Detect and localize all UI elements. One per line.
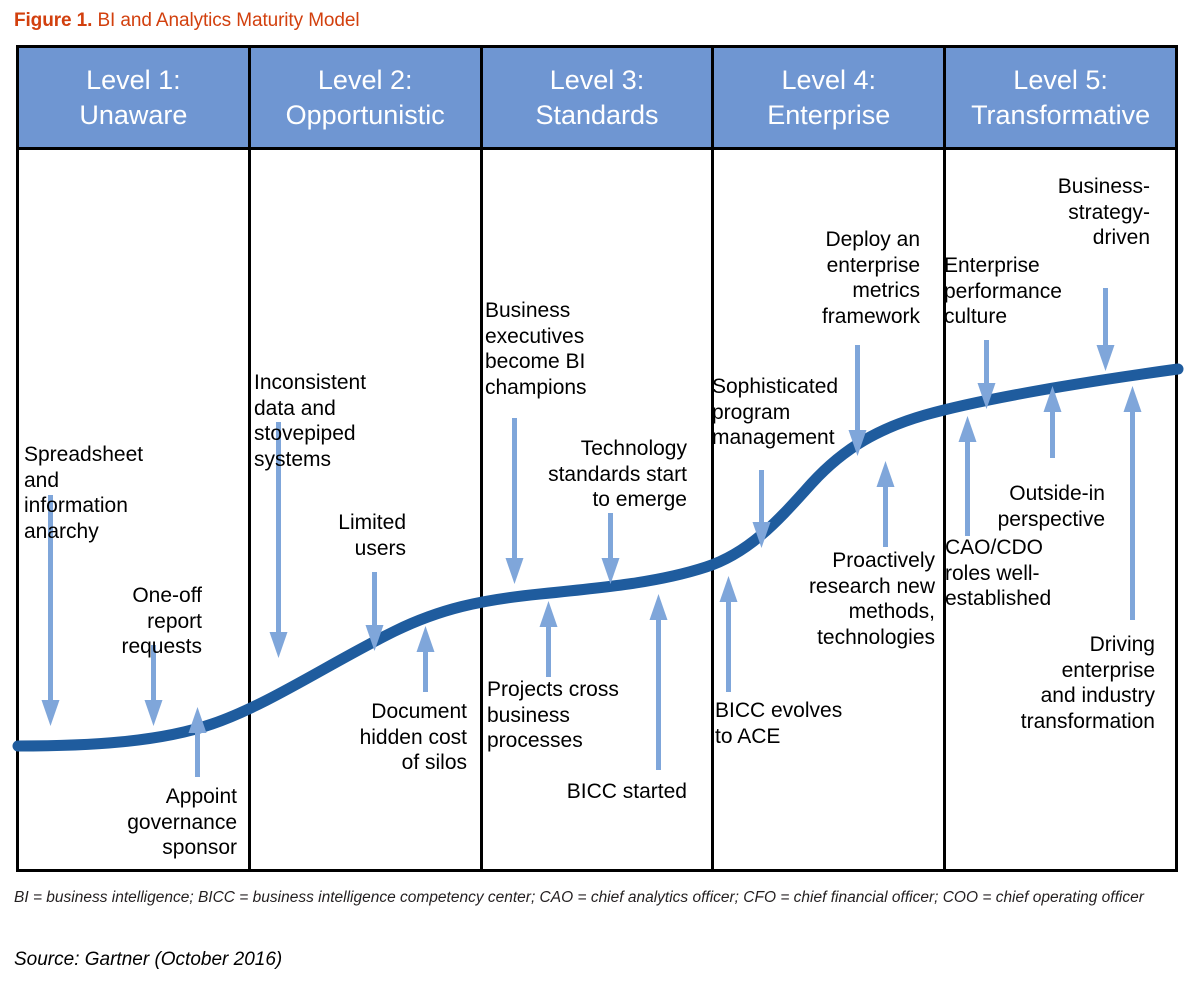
footnote-abbreviations: BI = business intelligence; BICC = busin… xyxy=(14,889,1144,906)
figure-title: Figure 1. BI and Analytics Maturity Mode… xyxy=(14,10,360,32)
source-line: Source: Gartner (October 2016) xyxy=(14,949,283,970)
callout-bicc-evolves-ace: BICC evolves to ACE xyxy=(715,699,843,748)
level-1-line1: Level 1: xyxy=(86,65,181,96)
header-cell-level-4: Level 4: Enterprise xyxy=(714,48,947,147)
callout-projects-cross-business: Projects cross business processes xyxy=(487,678,619,753)
figure-number: Figure 1. xyxy=(14,10,93,31)
level-3-line1: Level 3: xyxy=(549,65,645,96)
header-cell-level-1: Level 1: Unaware xyxy=(19,48,251,147)
level-5-line1: Level 5: xyxy=(1013,65,1108,96)
header-cell-level-3: Level 3: Standards xyxy=(482,48,715,147)
callout-proactively-research: Proactively research new methods, techno… xyxy=(808,549,935,649)
callout-business-strategy-driven: Business- strategy- driven xyxy=(1057,175,1150,250)
level-2-line1: Level 2: xyxy=(317,65,413,96)
callout-one-off-report-requests: One-off report requests xyxy=(121,584,202,659)
callout-business-execs-champions: Business executives become BI champions xyxy=(485,299,587,399)
callout-driving-transformation: Driving enterprise and industry transfor… xyxy=(1020,633,1155,733)
level-4-line2: Enterprise xyxy=(767,99,891,130)
callout-outside-in-perspective: Outside-in perspective xyxy=(997,482,1105,531)
level-4-line1: Level 4: xyxy=(781,65,877,96)
callout-cao-cdo-roles: CAO/CDO roles well- established xyxy=(945,536,1052,611)
callout-appoint-governance: Appoint governance sponsor xyxy=(127,785,237,860)
header-cell-level-2: Level 2: Opportunistic xyxy=(250,48,483,147)
maturity-model-table: Level 1: Unaware Level 2: Opportunistic Le… xyxy=(16,45,1178,872)
level-3-line2: Standards xyxy=(535,99,659,130)
level-1-line2: Unaware xyxy=(79,99,188,130)
callout-bicc-started: BICC started xyxy=(566,780,687,803)
callout-deploy-metrics-framework: Deploy an enterprise metrics framework xyxy=(821,228,920,328)
maturity-header-row: Level 1: Unaware Level 2: Opportunistic Le… xyxy=(19,48,1175,150)
level-2-line2: Opportunistic xyxy=(285,99,445,130)
callout-enterprise-perf-culture: Enterprise performance culture xyxy=(944,254,1062,329)
callout-technology-standards: Technology standards start to emerge xyxy=(548,437,687,512)
callout-limited-users: Limited users xyxy=(338,511,406,560)
callout-sophisticated-program: Sophisticated program management xyxy=(712,375,839,450)
callout-inconsistent-data: Inconsistent data and stovepiped systems xyxy=(254,371,367,471)
header-cell-level-5: Level 5: Transformative xyxy=(946,48,1175,147)
callout-document-hidden-cost: Document hidden cost of silos xyxy=(359,700,467,775)
level-5-line2: Transformative xyxy=(971,99,1151,130)
callout-spreadsheet-anarchy: Spreadsheet and information anarchy xyxy=(24,443,144,543)
figure-title-text: BI and Analytics Maturity Model xyxy=(92,10,360,31)
